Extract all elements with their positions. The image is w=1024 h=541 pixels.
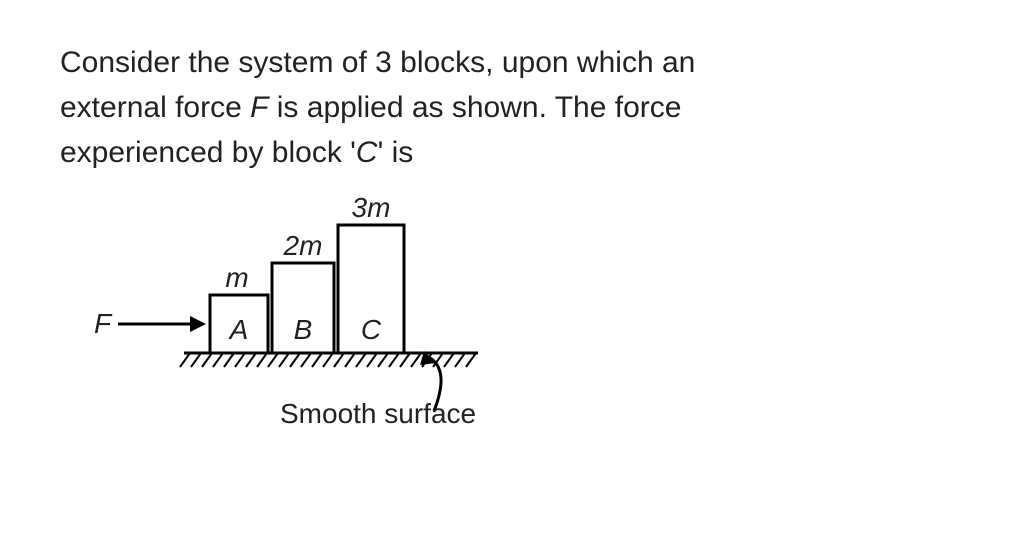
text-line2-suffix: is applied as shown. The force — [268, 91, 681, 124]
mass-label-c: 3m — [352, 192, 391, 223]
block-variable: C — [356, 136, 378, 169]
text-line1: Consider the system of 3 blocks, upon wh… — [60, 46, 695, 79]
physics-diagram: FmA 2m B 3m C Smooth surface — [80, 185, 964, 450]
block-name-b: B — [294, 314, 313, 345]
text-line2-prefix: external force — [60, 91, 250, 124]
force-variable: F — [250, 91, 268, 124]
force-label: F — [94, 308, 113, 339]
force-arrow-head — [190, 316, 206, 332]
text-line3-prefix: experienced by block ' — [60, 136, 356, 169]
block-name-a: A — [228, 314, 249, 345]
problem-statement: Consider the system of 3 blocks, upon wh… — [60, 40, 964, 175]
text-line3-suffix: ' is — [378, 136, 414, 169]
mass-label-b: 2m — [283, 230, 323, 261]
surface-label: Smooth surface — [280, 398, 476, 429]
block-name-c: C — [361, 314, 382, 345]
mass-label-a: m — [225, 262, 248, 293]
